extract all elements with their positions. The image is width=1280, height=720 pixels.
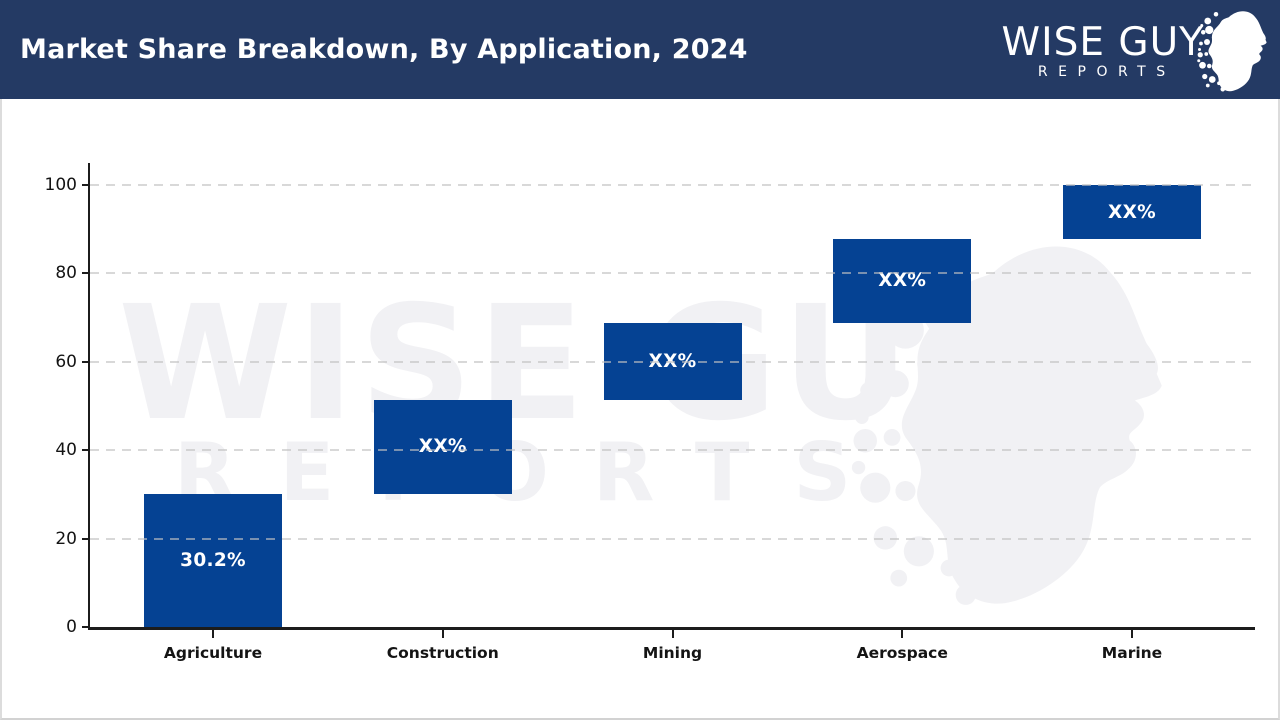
gridline (90, 360, 1255, 363)
bar: 30.2% (144, 493, 282, 627)
bar-value-label: 30.2% (180, 549, 246, 571)
bar: XX% (833, 239, 972, 323)
y-tick-mark (82, 626, 90, 628)
y-tick-label: 100 (44, 175, 77, 196)
x-tick-mark (441, 630, 444, 638)
x-category-label: Construction (386, 644, 499, 662)
x-axis-spine (88, 627, 1255, 630)
brand-wordmark-block: WISE GUY REPORTS (1001, 19, 1204, 81)
y-tick-mark (82, 537, 90, 540)
y-tick-label: 60 (55, 351, 77, 372)
gridline (90, 184, 1255, 187)
x-tick-mark (1131, 630, 1133, 638)
y-tick-label: 80 (55, 263, 77, 284)
gridline (90, 272, 1255, 275)
y-tick-label: 40 (55, 440, 77, 461)
gridline (90, 449, 1255, 452)
y-tick-label: 20 (55, 528, 77, 549)
x-tick-mark (901, 630, 904, 638)
x-tick-mark (212, 630, 214, 638)
y-tick-mark (82, 184, 90, 187)
brand-face-icon (1196, 6, 1272, 96)
bar-value-label: XX% (418, 436, 467, 458)
brand-logo: WISE GUY REPORTS (1002, 3, 1268, 97)
y-tick-mark (82, 449, 90, 452)
bar: XX% (1063, 185, 1201, 240)
bar: XX% (373, 400, 512, 494)
x-category-label: Marine (1101, 644, 1163, 662)
x-category-label: Agriculture (163, 644, 263, 662)
header-bar: Market Share Breakdown, By Application, … (0, 0, 1280, 99)
watermark-subtext: REPORTS (174, 426, 896, 519)
x-tick-mark (671, 630, 674, 638)
bar-value-label: XX% (878, 270, 927, 292)
y-tick-mark (82, 272, 90, 275)
chart-title: Market Share Breakdown, By Application, … (20, 34, 748, 65)
y-axis-spine (88, 163, 90, 630)
y-tick-mark (82, 360, 90, 363)
brand-wordmark: WISE GUY (1001, 19, 1204, 65)
x-category-label: Aerospace (856, 644, 948, 662)
bar-value-label: XX% (1108, 201, 1156, 223)
chart-canvas: WISE GUY REPORTS 0 20 40 60 80 100 30.2% Agricu… (0, 99, 1280, 720)
y-tick-label: 0 (66, 617, 77, 637)
plot-area: 0 20 40 60 80 100 30.2% Agriculture XX% Construct… (45, 163, 1255, 662)
gridline (90, 537, 1255, 540)
x-category-label: Mining (642, 644, 703, 662)
brand-subtext: REPORTS (1037, 64, 1176, 81)
